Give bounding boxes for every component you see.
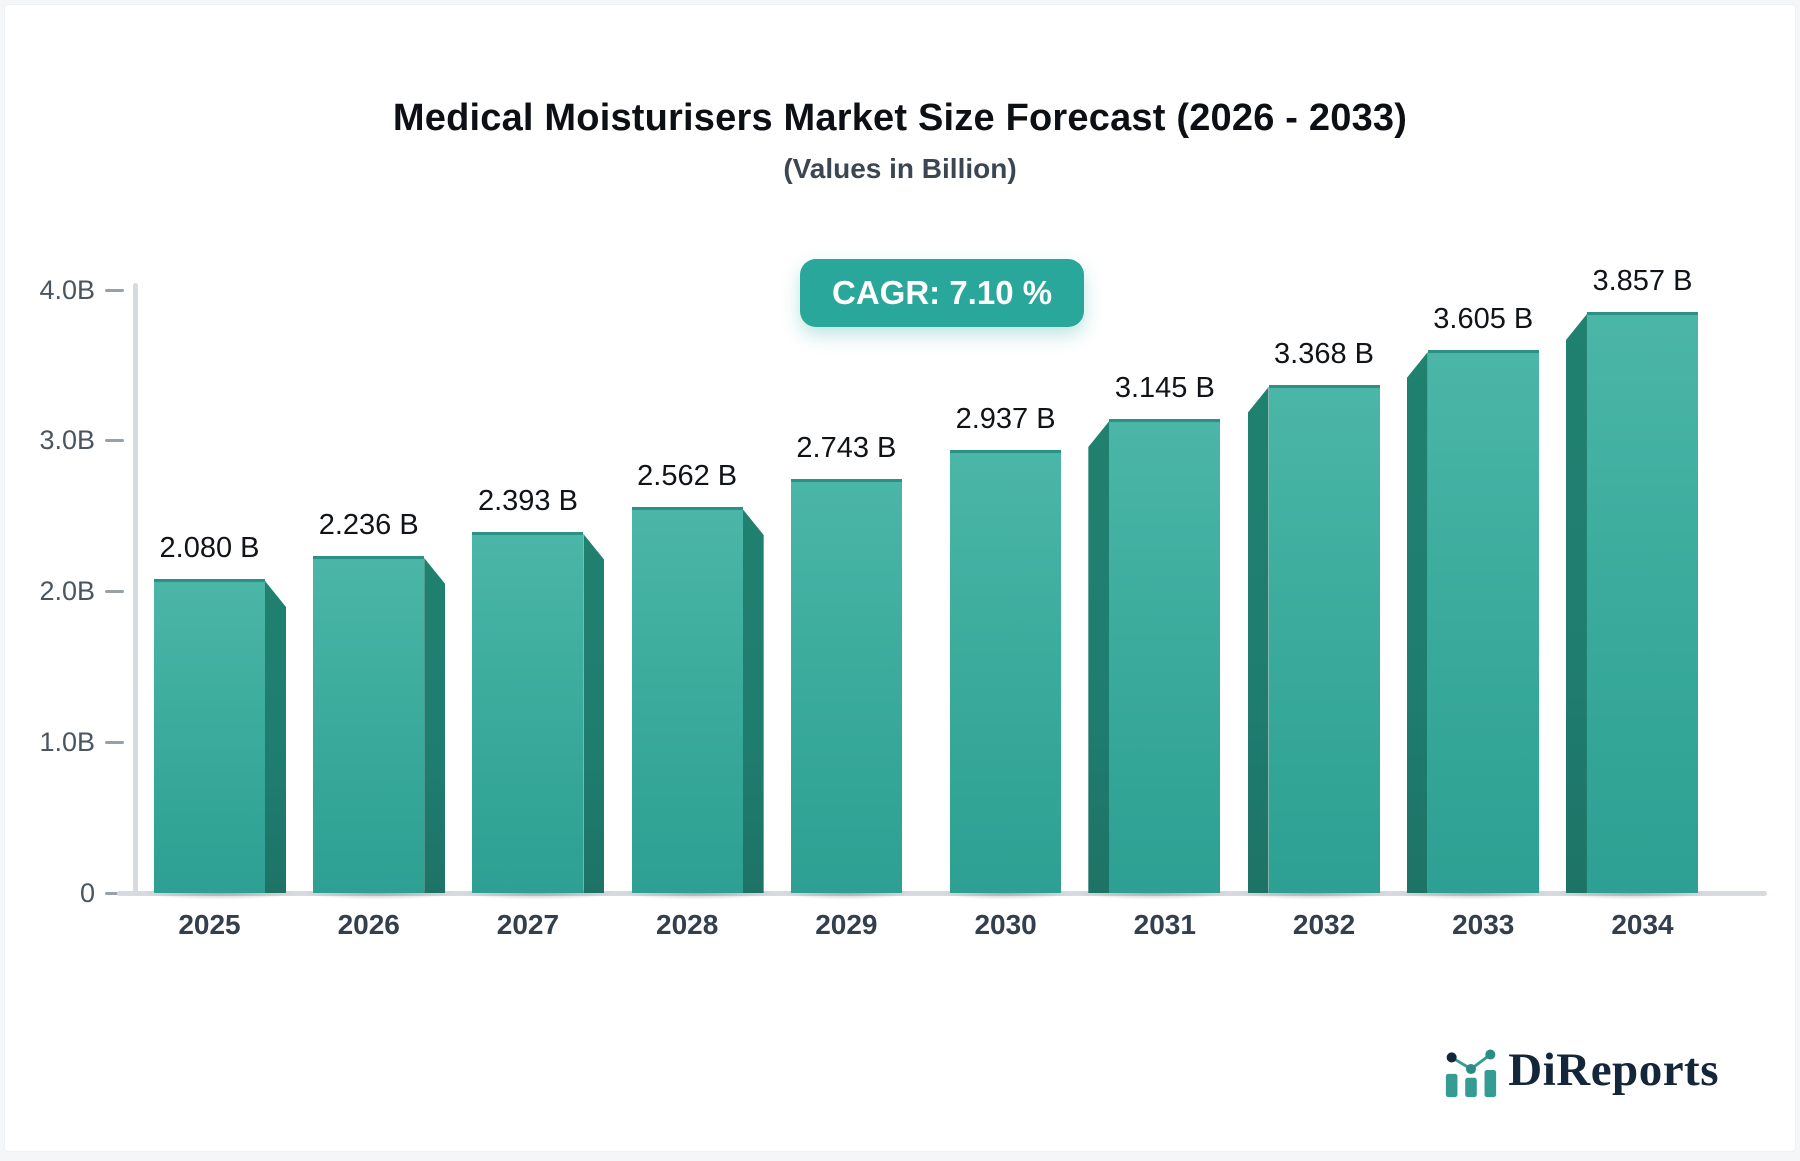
y-tick-label: 1.0B bbox=[5, 729, 95, 756]
x-axis-label-2030: 2030 bbox=[921, 909, 1091, 941]
x-axis-label-2032: 2032 bbox=[1239, 909, 1409, 941]
bar-value-label: 2.743 B bbox=[796, 432, 896, 465]
bar-2031: 3.145 B bbox=[1088, 419, 1220, 893]
bar-value-label: 3.605 B bbox=[1433, 303, 1533, 336]
x-axis-label-2033: 2033 bbox=[1398, 909, 1568, 941]
bar-2025: 2.080 B bbox=[154, 579, 286, 893]
y-tick-dash bbox=[105, 590, 124, 593]
bar-value-label: 2.080 B bbox=[160, 532, 260, 565]
bar-side-3d bbox=[265, 581, 286, 893]
x-axis-label-2028: 2028 bbox=[602, 909, 772, 941]
bar-2032: 3.368 B bbox=[1248, 385, 1380, 893]
bar-2033: 3.605 B bbox=[1407, 350, 1539, 893]
bar-side-3d bbox=[583, 534, 604, 893]
y-tick-dash bbox=[105, 741, 124, 744]
bar-value-label: 2.393 B bbox=[478, 485, 578, 518]
x-axis-label-2029: 2029 bbox=[761, 909, 931, 941]
bar-value-label: 3.145 B bbox=[1115, 372, 1215, 405]
y-tick-dash bbox=[105, 289, 124, 292]
direports-logo: DiReports bbox=[1442, 1037, 1719, 1103]
bar-value-label: 2.937 B bbox=[956, 403, 1056, 436]
bar-side-3d bbox=[424, 558, 445, 893]
bar-face bbox=[154, 579, 265, 893]
bar-face bbox=[1428, 350, 1539, 893]
y-tick-label: 4.0B bbox=[5, 277, 95, 304]
y-tick-label: 2.0B bbox=[5, 578, 95, 605]
bar-face bbox=[1269, 385, 1380, 893]
y-axis-line bbox=[133, 283, 138, 896]
bar-2026: 2.236 B bbox=[313, 556, 445, 893]
bar-value-label: 3.368 B bbox=[1274, 338, 1374, 371]
bar-side-3d bbox=[1566, 314, 1587, 893]
bar-2030: 2.937 B bbox=[950, 450, 1061, 893]
x-axis-label-2026: 2026 bbox=[284, 909, 454, 941]
x-axis-label-2025: 2025 bbox=[125, 909, 295, 941]
bar-face bbox=[632, 507, 743, 893]
bar-2028: 2.562 B bbox=[632, 507, 764, 893]
y-tick-label: 3.0B bbox=[5, 427, 95, 454]
bar-face bbox=[791, 479, 902, 893]
bar-2029: 2.743 B bbox=[791, 479, 902, 893]
bar-side-3d bbox=[1248, 387, 1269, 893]
bar-2027: 2.393 B bbox=[472, 532, 604, 893]
bar-2034: 3.857 B bbox=[1566, 312, 1698, 893]
x-axis-label-2027: 2027 bbox=[443, 909, 613, 941]
bar-value-label: 3.857 B bbox=[1592, 265, 1692, 298]
bar-value-label: 2.236 B bbox=[319, 509, 419, 542]
y-tick-dash bbox=[105, 439, 124, 442]
bar-side-3d bbox=[1088, 421, 1109, 893]
mini-bar-chart-trend-icon bbox=[1442, 1041, 1500, 1099]
bar-face bbox=[1109, 419, 1220, 893]
logo-text: DiReports bbox=[1508, 1037, 1719, 1103]
bar-value-label: 2.562 B bbox=[637, 460, 737, 493]
bar-face bbox=[313, 556, 424, 893]
bar-face bbox=[950, 450, 1061, 893]
y-tick-label: 0 bbox=[5, 880, 95, 907]
x-axis-label-2034: 2034 bbox=[1557, 909, 1727, 941]
bar-side-3d bbox=[1407, 352, 1428, 893]
bar-face bbox=[1587, 312, 1698, 893]
x-axis-label-2031: 2031 bbox=[1080, 909, 1250, 941]
chart-card: Medical Moisturisers Market Size Forecas… bbox=[4, 4, 1796, 1152]
bar-face bbox=[472, 532, 583, 893]
bar-side-3d bbox=[743, 509, 764, 893]
